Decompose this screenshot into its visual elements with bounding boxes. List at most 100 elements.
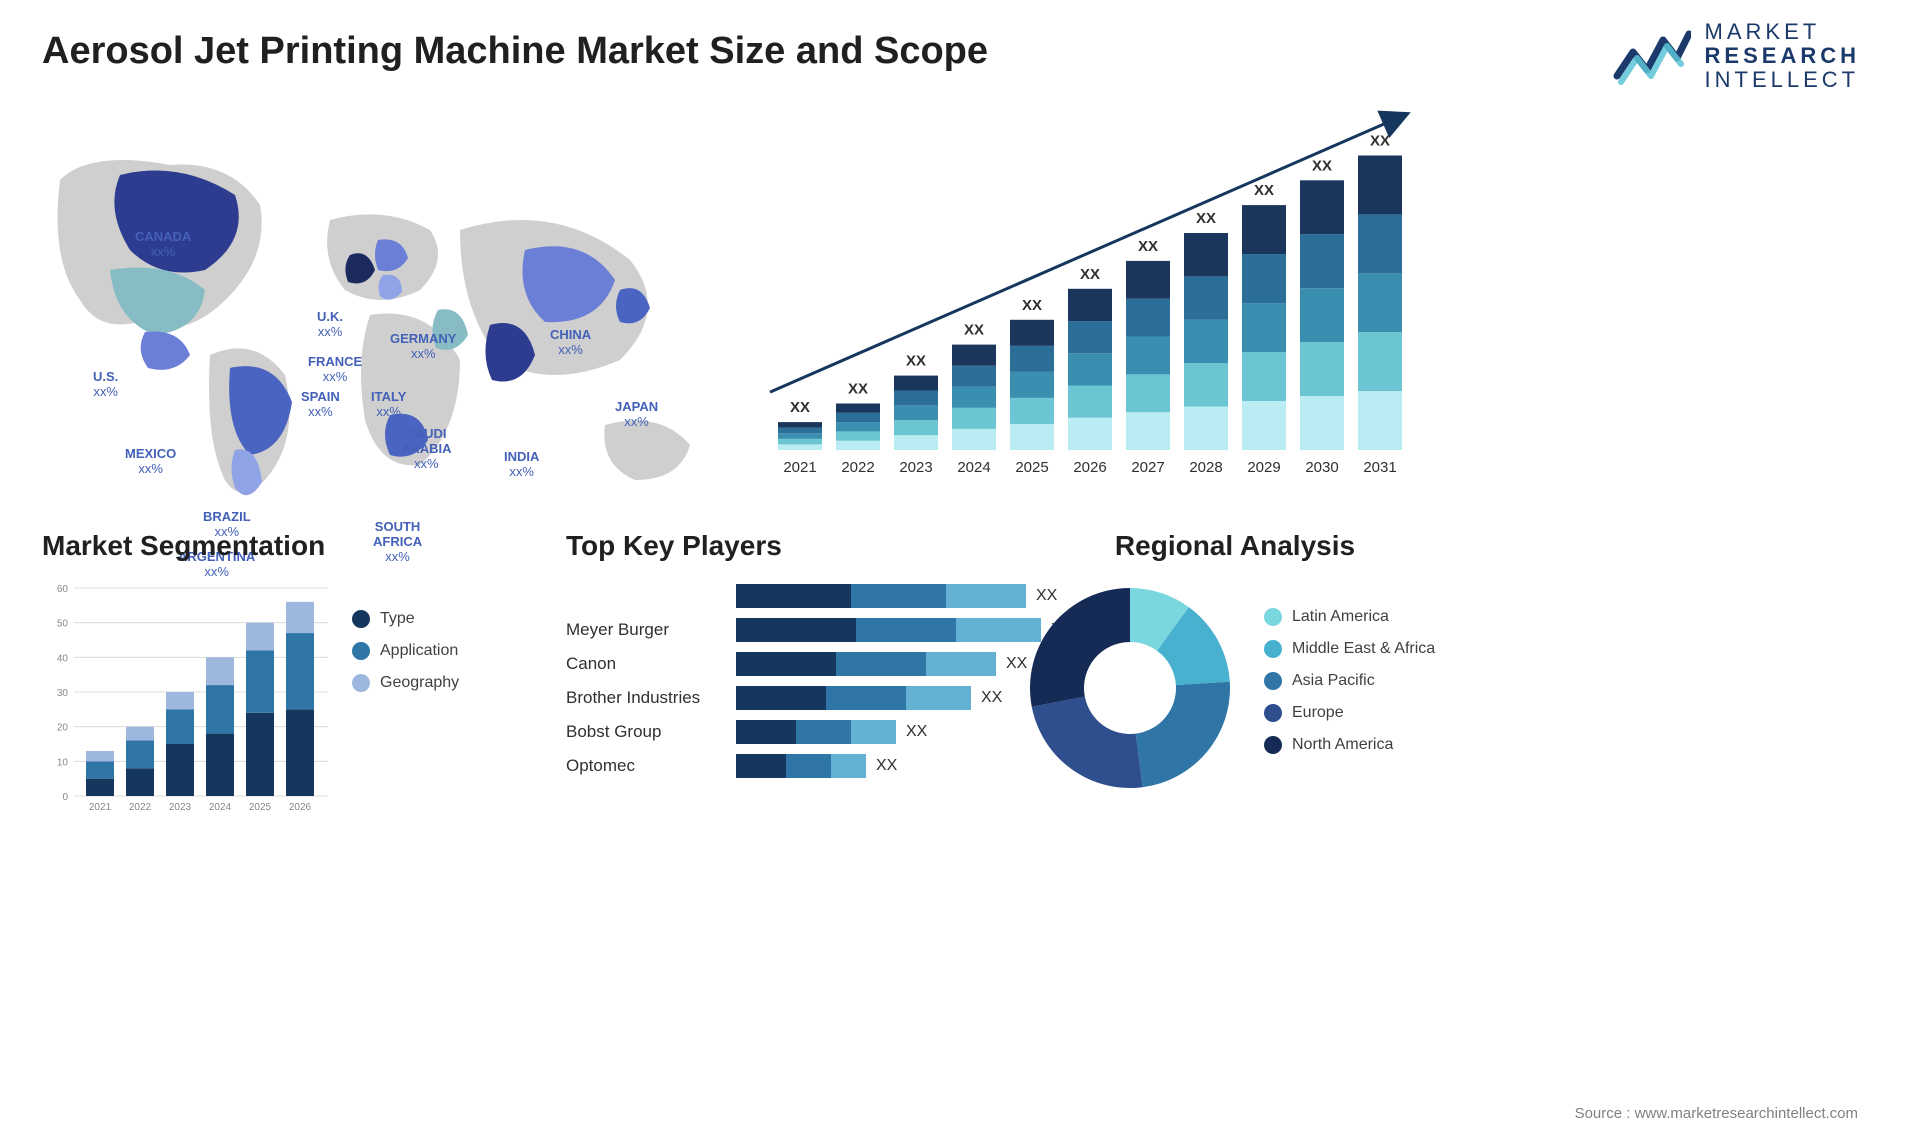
keyplayer-bar-segment <box>786 754 831 778</box>
svg-text:30: 30 <box>57 688 69 699</box>
svg-text:2027: 2027 <box>1131 459 1164 476</box>
svg-text:2023: 2023 <box>899 459 932 476</box>
keyplayer-label: Bobst Group <box>566 722 736 742</box>
svg-text:XX: XX <box>1196 210 1216 227</box>
svg-text:XX: XX <box>1312 157 1332 174</box>
keyplayer-bar <box>736 686 971 710</box>
map-label-u-s-: U.S.xx% <box>93 370 118 400</box>
source-attribution: Source : www.marketresearchintellect.com <box>1575 1105 1858 1122</box>
legend-dot <box>352 674 370 692</box>
legend-label: Middle East & Africa <box>1292 640 1435 658</box>
brand-logo: MARKET RESEARCH INTELLECT <box>1613 20 1860 93</box>
svg-text:2026: 2026 <box>1073 459 1106 476</box>
segmentation-legend: Type Application Geography <box>352 580 459 820</box>
keyplayers-section: Top Key Players XXMeyer BurgerXXCanonXXB… <box>566 530 1046 778</box>
segmentation-legend-item: Type <box>352 610 459 628</box>
legend-label: Asia Pacific <box>1292 672 1375 690</box>
keyplayer-bar <box>736 754 866 778</box>
svg-text:2025: 2025 <box>249 802 272 813</box>
keyplayer-bar <box>736 720 896 744</box>
keyplayer-bar-segment <box>906 686 971 710</box>
svg-text:2023: 2023 <box>169 802 192 813</box>
svg-text:XX: XX <box>1254 182 1274 199</box>
brand-logo-text: MARKET RESEARCH INTELLECT <box>1705 20 1860 93</box>
page-title: Aerosol Jet Printing Machine Market Size… <box>42 30 988 73</box>
map-label-germany: GERMANYxx% <box>390 332 456 362</box>
svg-text:2028: 2028 <box>1189 459 1222 476</box>
brand-logo-icon <box>1613 26 1691 86</box>
regional-legend-item: Europe <box>1264 704 1435 722</box>
svg-text:2022: 2022 <box>841 459 874 476</box>
legend-dot <box>1264 672 1282 690</box>
svg-text:2025: 2025 <box>1015 459 1048 476</box>
keyplayer-bar-segment <box>851 720 896 744</box>
svg-text:2024: 2024 <box>957 459 990 476</box>
svg-text:2021: 2021 <box>783 459 816 476</box>
legend-label: Europe <box>1292 704 1344 722</box>
map-label-spain: SPAINxx% <box>301 390 340 420</box>
segmentation-section: Market Segmentation 01020304050602021202… <box>42 530 482 820</box>
keyplayer-bar-segment <box>736 618 856 642</box>
segmentation-legend-item: Geography <box>352 674 459 692</box>
map-label-saudi-arabia: SAUDIARABIAxx% <box>401 427 452 472</box>
keyplayer-label: Brother Industries <box>566 688 736 708</box>
segmentation-legend-item: Application <box>352 642 459 660</box>
brand-logo-line2: RESEARCH <box>1705 44 1860 68</box>
keyplayer-bar <box>736 618 1041 642</box>
keyplayer-bar-segment <box>856 618 956 642</box>
map-label-canada: CANADAxx% <box>135 230 191 260</box>
keyplayer-bar-segment <box>946 584 1026 608</box>
svg-text:2026: 2026 <box>289 802 312 813</box>
legend-dot <box>1264 736 1282 754</box>
svg-text:2021: 2021 <box>89 802 112 813</box>
keyplayer-bar-segment <box>736 652 836 676</box>
legend-label: Latin America <box>1292 608 1389 626</box>
keyplayer-bar-segment <box>836 652 926 676</box>
legend-label: Application <box>380 642 458 660</box>
legend-label: Geography <box>380 674 459 692</box>
keyplayer-bar-segment <box>831 754 866 778</box>
svg-text:XX: XX <box>1138 238 1158 255</box>
regional-legend-item: Asia Pacific <box>1264 672 1435 690</box>
growth-chart-svg: XX2021XX2022XX2023XX2024XX2025XX2026XX20… <box>740 110 1420 490</box>
legend-dot <box>352 610 370 628</box>
segmentation-title: Market Segmentation <box>42 530 482 562</box>
svg-text:2022: 2022 <box>129 802 152 813</box>
map-label-italy: ITALYxx% <box>371 390 406 420</box>
svg-text:0: 0 <box>62 792 68 803</box>
svg-text:2024: 2024 <box>209 802 232 813</box>
svg-text:20: 20 <box>57 723 69 734</box>
svg-text:40: 40 <box>57 653 69 664</box>
keyplayer-value: XX <box>876 757 897 775</box>
keyplayer-bar <box>736 584 1026 608</box>
segmentation-chart-svg: 0102030405060202120222023202420252026 <box>42 580 332 820</box>
keyplayer-bar-segment <box>736 686 826 710</box>
map-label-mexico: MEXICOxx% <box>125 447 176 477</box>
svg-text:XX: XX <box>906 353 926 370</box>
svg-text:XX: XX <box>848 381 868 398</box>
legend-dot <box>1264 640 1282 658</box>
keyplayers-title: Top Key Players <box>566 530 1046 562</box>
regional-legend-item: Latin America <box>1264 608 1435 626</box>
regional-legend-item: North America <box>1264 736 1435 754</box>
keyplayer-bar <box>736 652 996 676</box>
keyplayer-bar-segment <box>736 720 796 744</box>
keyplayer-bar-segment <box>926 652 996 676</box>
keyplayer-bar-segment <box>736 754 786 778</box>
svg-text:60: 60 <box>57 584 69 595</box>
keyplayer-value: XX <box>906 723 927 741</box>
map-label-india: INDIAxx% <box>504 450 539 480</box>
keyplayer-bar-segment <box>851 584 946 608</box>
legend-dot <box>352 642 370 660</box>
svg-text:50: 50 <box>57 619 69 630</box>
map-label-china: CHINAxx% <box>550 328 591 358</box>
world-map: CANADAxx%U.S.xx%MEXICOxx%BRAZILxx%ARGENT… <box>30 110 730 510</box>
regional-donut-svg <box>1020 578 1240 798</box>
brand-logo-line3: INTELLECT <box>1705 68 1860 92</box>
svg-text:2030: 2030 <box>1305 459 1338 476</box>
regional-title: Regional Analysis <box>1020 530 1450 562</box>
keyplayer-bar-segment <box>796 720 851 744</box>
keyplayer-bar-segment <box>826 686 906 710</box>
svg-text:2031: 2031 <box>1363 459 1396 476</box>
legend-label: Type <box>380 610 415 628</box>
